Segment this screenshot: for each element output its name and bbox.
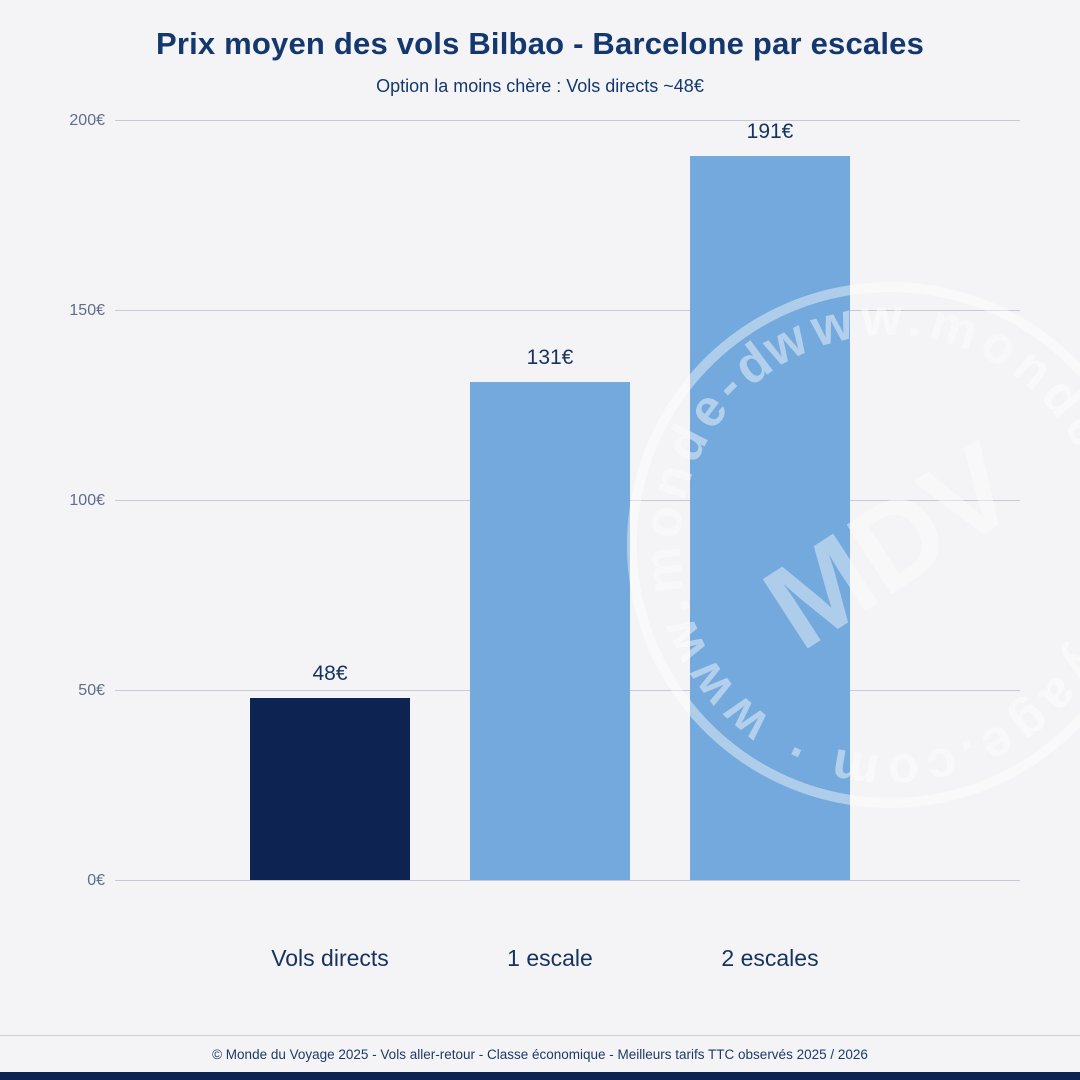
xlabel-2-escales: 2 escales <box>721 945 819 971</box>
xlabel-1-escale: 1 escale <box>507 945 593 971</box>
bar-value-label: 191€ <box>746 120 794 143</box>
ytick-200: 200€ <box>69 112 105 129</box>
gridline-200: 200€ <box>69 112 1020 129</box>
gridline-150: 150€ <box>69 302 1020 319</box>
bar-group-vols-directs: 48€ <box>250 120 410 880</box>
footer-copyright: © Monde du Voyage 2025 - Vols aller-reto… <box>212 1047 868 1062</box>
ytick-50: 50€ <box>78 682 105 699</box>
bottom-accent-bar <box>0 1072 1080 1080</box>
page-subtitle: Option la moins chère : Vols directs ~48… <box>376 76 704 96</box>
bar-2-escales <box>690 156 850 880</box>
x-axis-labels: Vols directs 1 escale 2 escales <box>115 945 1020 985</box>
bar-group-2-escales: 191€ <box>690 120 850 880</box>
bar-value-label: 48€ <box>312 661 348 685</box>
plot-area: 200€ 150€ 100€ 50€ 0€ www.monde-du-voyag… <box>69 112 1080 927</box>
ytick-150: 150€ <box>69 302 105 319</box>
bar-value-label: 131€ <box>526 346 574 370</box>
bar-vols-directs <box>250 697 410 880</box>
xlabel-vols-directs: Vols directs <box>271 945 389 971</box>
ytick-100: 100€ <box>69 492 105 509</box>
bar-group-1-escale: 131€ <box>470 120 630 880</box>
footer-divider <box>0 1035 1080 1036</box>
bar-1-escale <box>470 382 630 880</box>
gridline-0: 0€ <box>87 872 1020 889</box>
ytick-0: 0€ <box>87 872 105 889</box>
page-title: Prix moyen des vols Bilbao - Barcelone p… <box>155 26 925 61</box>
